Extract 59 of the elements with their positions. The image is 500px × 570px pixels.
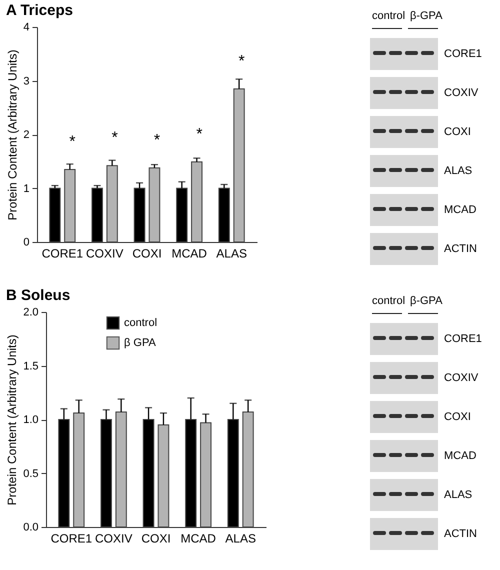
bar xyxy=(64,168,76,242)
text: ALAS xyxy=(444,489,472,501)
bar xyxy=(218,188,230,242)
chart-title: B Soleus xyxy=(6,287,70,304)
y-tick-label: 0 xyxy=(23,236,30,248)
bar xyxy=(242,411,254,528)
text: MCAD xyxy=(444,204,476,216)
y-tick-label: 1.0 xyxy=(23,414,38,426)
bar xyxy=(191,161,202,242)
y-tick-label: 0.0 xyxy=(23,522,38,534)
bar xyxy=(106,165,118,242)
text: β-GPA xyxy=(410,10,442,22)
text: control xyxy=(372,295,406,307)
y-tick-label: 4 xyxy=(23,22,30,34)
x-tick-label: COXIV xyxy=(95,532,132,546)
bar xyxy=(158,424,170,528)
y-tick-label: 1.5 xyxy=(23,360,38,372)
text: ALAS xyxy=(444,165,472,177)
text: control xyxy=(372,10,406,22)
x-tick-label: ALAS xyxy=(216,246,247,260)
bar xyxy=(148,167,160,242)
text: MCAD xyxy=(444,450,476,462)
bar xyxy=(73,412,85,528)
annotation: * xyxy=(196,126,202,143)
annotation: * xyxy=(238,52,245,70)
bar xyxy=(200,422,212,528)
annotation: * xyxy=(69,133,76,150)
x-tick-label: COXI xyxy=(141,532,171,546)
y-axis-title: Protein Content (Arbitrary Units) xyxy=(5,334,20,506)
text: CORE1 xyxy=(444,333,482,345)
x-tick-label: CORE1 xyxy=(42,246,84,260)
y-tick-label: 3 xyxy=(23,75,30,88)
bar xyxy=(134,188,146,242)
y-tick-label: 1 xyxy=(23,182,30,195)
text: COXI xyxy=(444,411,471,423)
text: ACTIN xyxy=(444,243,477,255)
y-tick-label: 0.5 xyxy=(23,468,38,480)
x-tick-label: COXIV xyxy=(86,246,124,260)
legend-label: control xyxy=(124,317,158,329)
text: ACTIN xyxy=(444,528,477,540)
legend-label: β GPA xyxy=(124,337,156,349)
text: COXIV xyxy=(444,372,478,384)
y-tick-label: 2 xyxy=(23,129,30,141)
y-tick-label: 2.0 xyxy=(23,306,38,318)
x-tick-label: ALAS xyxy=(225,532,256,546)
text: β-GPA xyxy=(410,295,442,307)
bar xyxy=(233,88,245,242)
annotation: * xyxy=(112,130,118,147)
text: COXI xyxy=(444,126,471,138)
chart-title: A Triceps xyxy=(6,2,73,19)
y-axis-title: Protein Content (Arbitrary Units) xyxy=(5,50,20,220)
x-tick-label: MCAD xyxy=(172,246,208,260)
bar xyxy=(115,411,127,528)
text: CORE1 xyxy=(444,48,482,60)
x-tick-label: CORE1 xyxy=(50,532,92,546)
annotation: * xyxy=(154,132,160,149)
x-tick-label: COXI xyxy=(132,246,162,260)
text: COXIV xyxy=(444,87,478,99)
x-tick-label: MCAD xyxy=(180,532,216,546)
